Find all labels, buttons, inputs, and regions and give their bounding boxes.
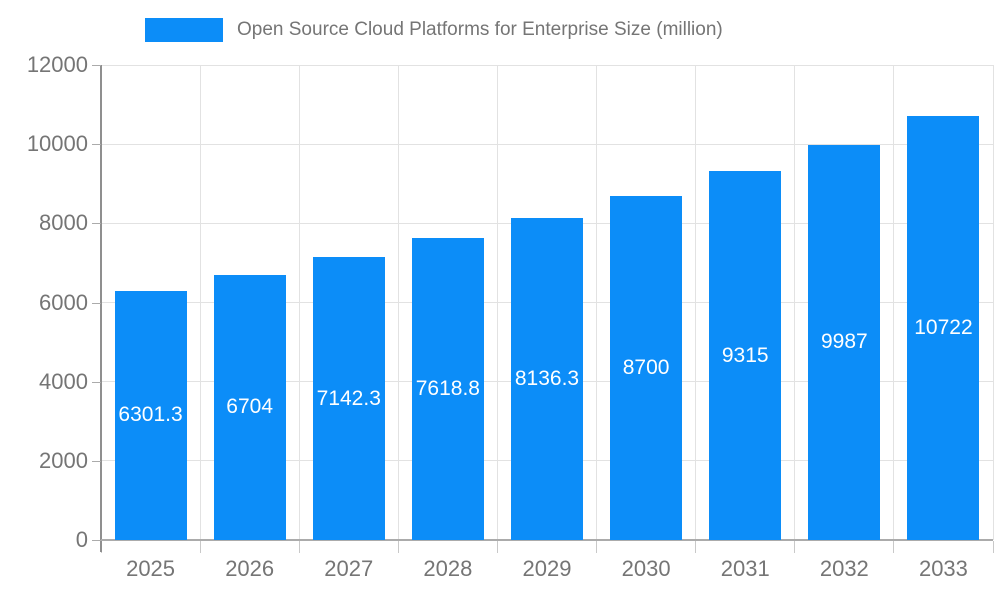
x-axis-tick [496, 541, 498, 553]
y-tick-label: 2000 [39, 447, 88, 473]
bar-value-label: 7618.8 [415, 377, 480, 401]
x-axis-tick [794, 541, 796, 553]
x-axis-tick [397, 541, 399, 553]
y-tick-label: 0 [75, 527, 88, 552]
x-tick-label: 2029 [522, 556, 572, 581]
y-tick-label: 6000 [39, 289, 88, 315]
grid-line-v [496, 65, 498, 540]
y-axis-tick [92, 460, 101, 462]
bar-value-label: 6301.3 [118, 403, 183, 427]
grid-line-h [101, 64, 993, 66]
bar[interactable]: 8700 [610, 195, 683, 540]
legend-label: Open Source Cloud Platforms for Enterpri… [237, 19, 723, 40]
grid-line-v [695, 65, 697, 540]
x-tick-label: 2025 [126, 556, 176, 581]
grid-line-v [893, 65, 895, 540]
x-axis-tick [992, 541, 994, 553]
y-tick-label: 12000 [26, 52, 88, 77]
x-tick-label: 2026 [225, 556, 275, 581]
y-tick-label: 10000 [26, 131, 88, 157]
grid-line-v [596, 65, 598, 540]
grid-line-v [199, 65, 201, 540]
x-axis-tick [199, 541, 201, 553]
x-axis-tick [298, 541, 300, 553]
bar-value-label: 7142.3 [316, 386, 381, 410]
y-axis-tick [92, 302, 101, 304]
plot-area: 6301.3 6704 7142.3 7618.8 8136.3 8700 9315 9987… [100, 64, 994, 553]
bar-value-label: 6704 [226, 395, 274, 419]
grid-line-v [397, 65, 399, 540]
grid-line-v [794, 65, 796, 540]
grid-line-v [298, 65, 300, 540]
x-tick-label: 2028 [423, 556, 473, 581]
bar[interactable]: 7142.3 [312, 257, 385, 540]
x-tick-label: 2027 [324, 556, 374, 581]
bar[interactable]: 6704 [213, 274, 286, 540]
bar[interactable]: 7618.8 [411, 238, 484, 540]
grid-line-h [101, 143, 993, 145]
y-axis-line [100, 65, 102, 552]
bar-value-label: 8700 [622, 355, 670, 379]
bar[interactable]: 8136.3 [511, 217, 583, 540]
bar-value-label: 8136.3 [514, 366, 580, 390]
bar-value-label: 9315 [721, 343, 769, 367]
bar[interactable]: 9315 [709, 171, 782, 540]
bar[interactable]: 10722 [907, 115, 980, 540]
x-axis-tick [695, 541, 697, 553]
y-tick-label: 4000 [39, 368, 88, 394]
bar-value-label: 9987 [820, 330, 868, 354]
bar[interactable]: 6301.3 [114, 290, 187, 540]
x-axis-line [101, 539, 993, 541]
y-tick-label: 8000 [39, 210, 88, 236]
x-tick-label: 2032 [819, 556, 869, 581]
y-axis-tick [92, 144, 101, 146]
y-axis-tick [92, 381, 101, 383]
x-axis-tick [596, 541, 598, 553]
legend[interactable]: Open Source Cloud Platforms for Enterpri… [145, 18, 723, 42]
x-axis-tick [893, 541, 895, 553]
x-tick-label: 2033 [918, 556, 968, 581]
bar-value-label: 10722 [914, 315, 973, 339]
y-axis-tick [92, 223, 101, 225]
legend-swatch [145, 18, 223, 42]
grid-line-v [992, 65, 994, 540]
x-tick-label: 2031 [720, 556, 770, 581]
y-axis-tick [92, 65, 101, 66]
x-tick-label: 2030 [621, 556, 671, 581]
bar[interactable]: 9987 [808, 144, 881, 540]
y-axis-tick [92, 540, 101, 541]
